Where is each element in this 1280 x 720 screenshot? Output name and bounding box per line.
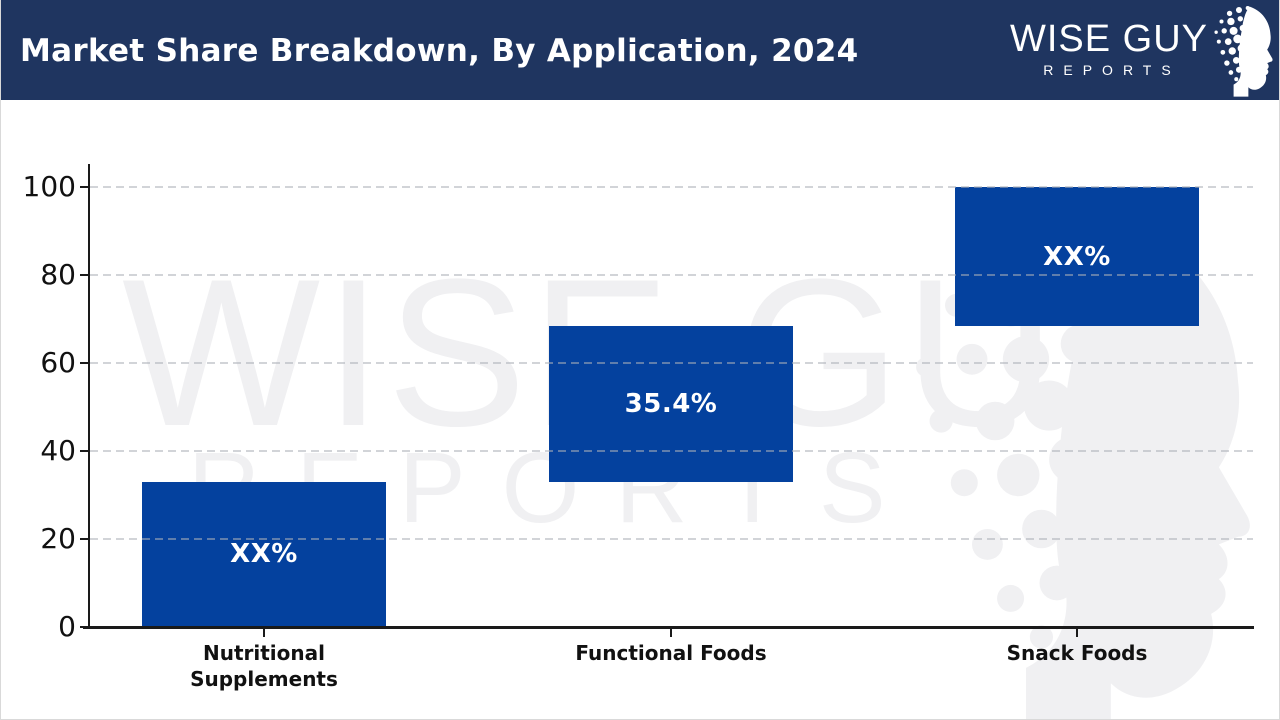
brand-subtitle: REPORTS [1043,62,1181,78]
y-axis-line [88,164,90,629]
gridline [90,274,1253,276]
y-tick-label: 60 [40,346,76,379]
header-bar: Market Share Breakdown, By Application, … [0,0,1280,100]
gridline [90,186,1253,188]
bar-value-label: 35.4% [624,388,718,419]
x-tick-mark [670,629,672,637]
y-tick-label: 100 [22,170,76,203]
y-tick-mark [80,450,89,452]
y-tick-mark [80,274,89,276]
x-category-label-nutritional-supplements: Nutritional Supplements [190,641,338,691]
bar-segment-nutritional-supplements: XX% [142,481,386,627]
x-tick-mark [1076,629,1078,637]
bar-value-label: XX% [230,539,298,570]
page-title: Market Share Breakdown, By Application, … [20,33,859,69]
x-tick-mark [263,629,265,637]
y-tick-label: 20 [40,522,76,555]
x-category-label-functional-foods: Functional Foods [575,641,767,665]
y-tick-mark [80,362,89,364]
y-tick-label: 80 [40,258,76,291]
gridline [90,450,1253,452]
gridline [90,362,1253,364]
y-tick-label: 0 [58,610,76,643]
y-tick-mark [80,186,89,188]
y-tick-mark [80,538,89,540]
brand-logo-text: WISE GUY REPORTS [1010,20,1208,78]
brand-name: WISE GUY [1009,18,1208,60]
gridline [90,538,1253,540]
bar-segment-snack-foods: XX% [955,187,1199,326]
bar-value-label: XX% [1043,241,1111,272]
bar-segment-functional-foods: 35.4% [549,326,793,482]
y-tick-mark [80,626,89,628]
brand-logo: WISE GUY REPORTS [1010,0,1280,100]
x-category-label-snack-foods: Snack Foods [1006,641,1148,665]
x-axis-line [83,626,1254,629]
y-tick-label: 40 [40,434,76,467]
logo-face-icon [1214,6,1273,97]
